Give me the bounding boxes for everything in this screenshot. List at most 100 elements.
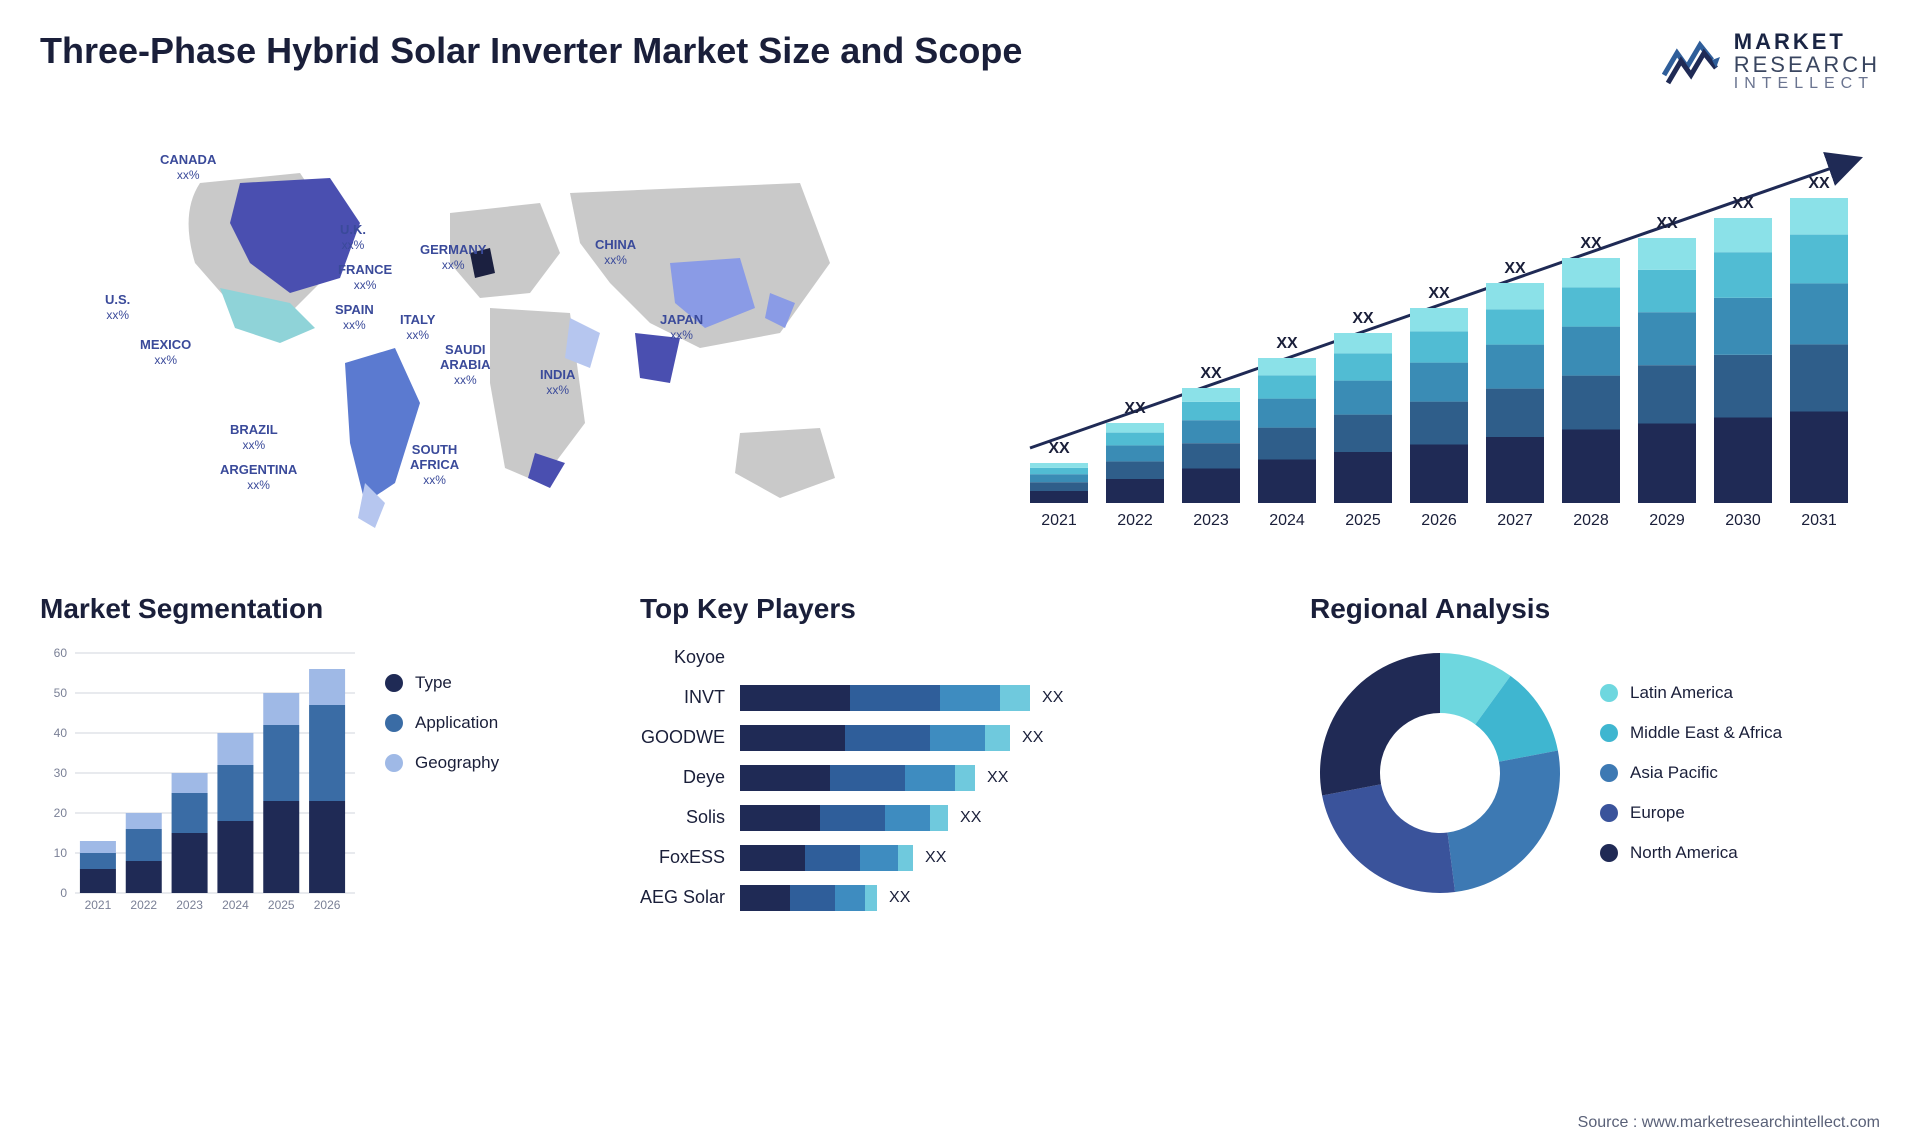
growth-bar-seg — [1106, 445, 1164, 461]
seg-bar-seg — [309, 669, 345, 705]
region-legend-item: North America — [1600, 843, 1782, 863]
seg-bar-seg — [309, 705, 345, 801]
map-svg — [40, 123, 960, 543]
logo-line1: MARKET — [1734, 30, 1880, 53]
player-name-list: KoyoeINVTGOODWEDeyeSolisFoxESSAEG Solar — [640, 643, 725, 911]
player-bar-row: XX — [740, 805, 1260, 831]
growth-bar-label: XX — [1808, 175, 1830, 192]
seg-year-label: 2021 — [85, 898, 112, 912]
map-label: U.K.xx% — [340, 223, 366, 253]
growth-bar-seg — [1714, 417, 1772, 503]
player-name: Deye — [683, 765, 725, 791]
growth-bar-seg — [1486, 437, 1544, 503]
growth-chart: XX2021XX2022XX2023XX2024XX2025XX2026XX20… — [1000, 123, 1880, 543]
donut-slice — [1448, 750, 1560, 892]
growth-bar-seg — [1258, 358, 1316, 375]
player-bar-row: XX — [740, 885, 1260, 911]
player-bar-seg — [740, 885, 790, 911]
seg-ytick: 30 — [54, 766, 68, 780]
player-bar-seg — [930, 725, 985, 751]
seg-year-label: 2026 — [314, 898, 341, 912]
seg-ytick: 60 — [54, 646, 68, 660]
growth-bar-seg — [1258, 399, 1316, 428]
seg-legend-item: Geography — [385, 753, 499, 773]
seg-ytick: 20 — [54, 806, 68, 820]
seg-bar-seg — [263, 725, 299, 801]
donut-slice — [1322, 784, 1455, 893]
growth-bar-label: XX — [1656, 215, 1678, 232]
players-title: Top Key Players — [640, 593, 1260, 625]
growth-bar-seg — [1106, 433, 1164, 446]
player-bar-seg — [740, 845, 805, 871]
seg-year-label: 2024 — [222, 898, 249, 912]
player-bar-seg — [830, 765, 905, 791]
seg-ytick: 40 — [54, 726, 68, 740]
map-label: SOUTHAFRICAxx% — [410, 443, 459, 488]
map-label: INDIAxx% — [540, 368, 575, 398]
growth-bar-seg — [1410, 363, 1468, 402]
growth-bar-seg — [1562, 258, 1620, 287]
seg-ytick: 10 — [54, 846, 68, 860]
growth-bar-seg — [1790, 283, 1848, 344]
regional-legend: Latin America Middle East & Africa Asia Pa… — [1600, 683, 1782, 863]
growth-bar-seg — [1638, 238, 1696, 270]
player-bar-row: XX — [740, 845, 1260, 871]
player-bar-seg — [930, 805, 948, 831]
player-name: FoxESS — [659, 845, 725, 871]
growth-bar-seg — [1106, 479, 1164, 503]
growth-year-label: 2029 — [1649, 512, 1685, 529]
segmentation-legend: TypeApplicationGeography — [385, 673, 499, 923]
growth-bar-seg — [1182, 402, 1240, 420]
player-name: Koyoe — [674, 645, 725, 671]
growth-bar-seg — [1182, 420, 1240, 443]
player-value: XX — [889, 889, 910, 907]
source-text: Source : www.marketresearchintellect.com — [1578, 1114, 1880, 1132]
player-bar-seg — [740, 805, 820, 831]
growth-bar-seg — [1562, 429, 1620, 503]
growth-chart-svg: XX2021XX2022XX2023XX2024XX2025XX2026XX20… — [1000, 123, 1880, 543]
growth-bar-seg — [1562, 287, 1620, 326]
growth-bar-seg — [1790, 344, 1848, 411]
growth-bar-seg — [1638, 312, 1696, 365]
player-bar-seg — [1000, 685, 1030, 711]
growth-bar-label: XX — [1276, 335, 1298, 352]
world-map: CANADAxx%U.S.xx%MEXICOxx%BRAZILxx%ARGENT… — [40, 123, 960, 543]
logo-icon — [1662, 35, 1722, 87]
player-bar-list: XXXXXXXXXXXX — [740, 643, 1260, 911]
growth-year-label: 2031 — [1801, 512, 1837, 529]
regional-title: Regional Analysis — [1310, 593, 1870, 625]
player-bar-row: XX — [740, 765, 1260, 791]
map-label: GERMANYxx% — [420, 243, 486, 273]
regional-donut — [1310, 643, 1570, 903]
growth-bar-label: XX — [1352, 310, 1374, 327]
seg-bar-seg — [263, 693, 299, 725]
seg-bar-seg — [172, 833, 208, 893]
map-label: FRANCExx% — [338, 263, 392, 293]
growth-bar-seg — [1258, 459, 1316, 503]
player-bar-seg — [860, 845, 898, 871]
players-panel: Top Key Players KoyoeINVTGOODWEDeyeSolis… — [640, 593, 1260, 923]
segmentation-panel: Market Segmentation 01020304050602021202… — [40, 593, 590, 923]
player-bar-seg — [820, 805, 885, 831]
seg-legend-item: Type — [385, 673, 499, 693]
player-bar-seg — [898, 845, 913, 871]
map-label: SAUDIARABIAxx% — [440, 343, 491, 388]
seg-bar-seg — [126, 861, 162, 893]
growth-bar-seg — [1562, 376, 1620, 430]
map-label: CANADAxx% — [160, 153, 216, 183]
growth-bar-seg — [1182, 443, 1240, 468]
growth-bar-seg — [1714, 355, 1772, 418]
player-bar-seg — [985, 725, 1010, 751]
region-legend-item: Middle East & Africa — [1600, 723, 1782, 743]
segmentation-chart: 0102030405060202120222023202420252026 — [40, 643, 360, 918]
growth-bar-seg — [1030, 468, 1088, 474]
logo-line3: INTELLECT — [1734, 76, 1880, 93]
player-value: XX — [987, 769, 1008, 787]
growth-year-label: 2026 — [1421, 512, 1457, 529]
player-value: XX — [960, 809, 981, 827]
region-legend-item: Latin America — [1600, 683, 1782, 703]
growth-bar-seg — [1638, 423, 1696, 503]
region-legend-item: Asia Pacific — [1600, 763, 1782, 783]
map-label: U.S.xx% — [105, 293, 130, 323]
growth-bar-seg — [1790, 235, 1848, 284]
